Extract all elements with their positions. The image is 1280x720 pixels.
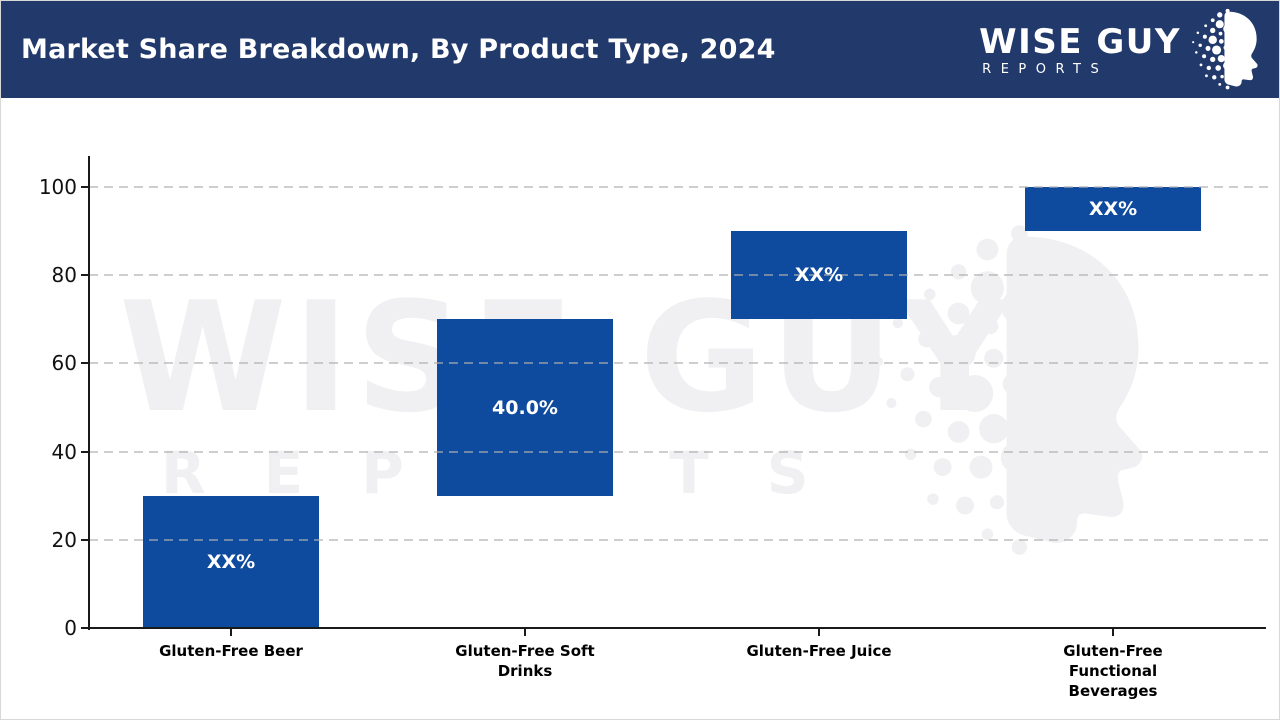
- bar-value-label: XX%: [206, 550, 256, 573]
- logo-head-icon: [1183, 7, 1269, 93]
- x-axis-tick: [230, 628, 232, 636]
- x-axis-category-label: Gluten-Free Beer: [159, 642, 303, 660]
- y-axis-line: [88, 156, 90, 630]
- gridline: [89, 186, 1269, 188]
- y-axis-tick-label: 100: [38, 175, 77, 199]
- y-axis-tick-label: 80: [51, 263, 77, 288]
- bar: [1025, 187, 1201, 232]
- bar-value-label: XX%: [1088, 198, 1138, 221]
- x-axis-tick: [818, 628, 820, 636]
- gridline: [89, 538, 1269, 541]
- gridline: [89, 450, 1269, 453]
- logo-text: WISE GUY REPORTS: [979, 23, 1181, 77]
- y-axis-tick-label: 60: [51, 351, 77, 376]
- header-bar: Market Share Breakdown, By Product Type,…: [1, 1, 1279, 98]
- x-axis-category-label: Gluten-Free Soft Drinks: [455, 642, 595, 680]
- x-axis-category-label: Gluten-Free Functional Beverages: [1063, 642, 1163, 700]
- y-axis-tick-label: 0: [64, 616, 77, 640]
- y-axis-tick: [81, 450, 89, 453]
- chart-title: Market Share Breakdown, By Product Type,…: [21, 34, 776, 65]
- gridline: [89, 362, 1269, 365]
- logo-reports-label: REPORTS: [982, 62, 1109, 77]
- x-axis-line: [88, 627, 1266, 629]
- bar: [143, 495, 319, 628]
- gridline: [89, 274, 1269, 277]
- y-axis-tick: [81, 627, 89, 629]
- logo-wiseguy-label: WISE GUY: [979, 22, 1181, 62]
- bar: [437, 319, 613, 496]
- y-axis-tick: [81, 362, 89, 365]
- y-axis-tick: [81, 274, 89, 277]
- y-axis-tick: [81, 538, 89, 541]
- x-axis-category-label: Gluten-Free Juice: [746, 642, 892, 660]
- wise-guy-logo: WISE GUY REPORTS: [979, 7, 1269, 93]
- y-axis-tick-label: 40: [51, 439, 77, 464]
- y-axis-tick: [81, 186, 89, 188]
- bar-value-label: XX%: [794, 264, 844, 287]
- x-axis-tick: [524, 628, 526, 636]
- x-axis-tick: [1112, 628, 1114, 636]
- bar-value-label: 40.0%: [492, 396, 558, 419]
- y-axis-tick-label: 20: [51, 527, 77, 552]
